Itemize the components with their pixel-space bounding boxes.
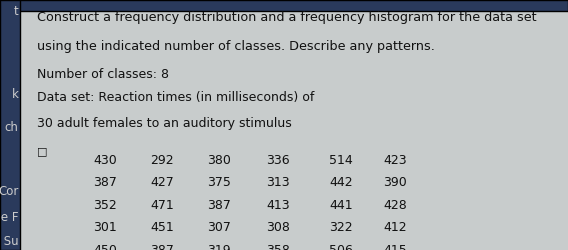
Text: 506: 506: [329, 244, 353, 250]
Text: 358: 358: [266, 244, 290, 250]
Text: 380: 380: [207, 154, 231, 167]
Text: 423: 423: [383, 154, 407, 167]
Text: Cor: Cor: [0, 185, 19, 198]
Text: 307: 307: [207, 221, 231, 234]
Text: ch: ch: [5, 121, 19, 134]
Text: 450: 450: [93, 244, 117, 250]
Text: 430: 430: [93, 154, 117, 167]
Text: 387: 387: [93, 176, 117, 189]
Text: Number of classes: 8: Number of classes: 8: [37, 68, 169, 80]
Text: 308: 308: [266, 221, 290, 234]
Text: 387: 387: [207, 199, 231, 212]
Text: 387: 387: [150, 244, 174, 250]
Text: t: t: [14, 5, 19, 18]
Text: 412: 412: [383, 221, 407, 234]
Text: 375: 375: [207, 176, 231, 189]
Text: 390: 390: [383, 176, 407, 189]
Text: Construct a frequency distribution and a frequency histogram for the data set: Construct a frequency distribution and a…: [37, 11, 537, 24]
Text: 352: 352: [93, 199, 117, 212]
Text: 442: 442: [329, 176, 353, 189]
Text: 322: 322: [329, 221, 353, 234]
Text: using the indicated number of classes. Describe any patterns.: using the indicated number of classes. D…: [37, 40, 435, 53]
Text: □: □: [37, 146, 47, 156]
FancyBboxPatch shape: [0, 0, 20, 250]
Text: 292: 292: [150, 154, 174, 167]
Text: 451: 451: [150, 221, 174, 234]
Text: 514: 514: [329, 154, 353, 167]
Text: r Su: r Su: [0, 235, 19, 248]
Text: 428: 428: [383, 199, 407, 212]
Text: 30 adult females to an auditory stimulus: 30 adult females to an auditory stimulus: [37, 118, 292, 130]
Text: 415: 415: [383, 244, 407, 250]
Text: 301: 301: [93, 221, 117, 234]
Text: ble F: ble F: [0, 211, 19, 224]
Text: 313: 313: [266, 176, 290, 189]
Text: Data set: Reaction times (in milliseconds) of: Data set: Reaction times (in millisecond…: [37, 91, 314, 104]
FancyBboxPatch shape: [0, 0, 568, 11]
Text: 336: 336: [266, 154, 290, 167]
Text: 427: 427: [150, 176, 174, 189]
Text: 471: 471: [150, 199, 174, 212]
Text: 319: 319: [207, 244, 231, 250]
Text: 413: 413: [266, 199, 290, 212]
Text: 441: 441: [329, 199, 353, 212]
Text: k: k: [12, 88, 19, 102]
